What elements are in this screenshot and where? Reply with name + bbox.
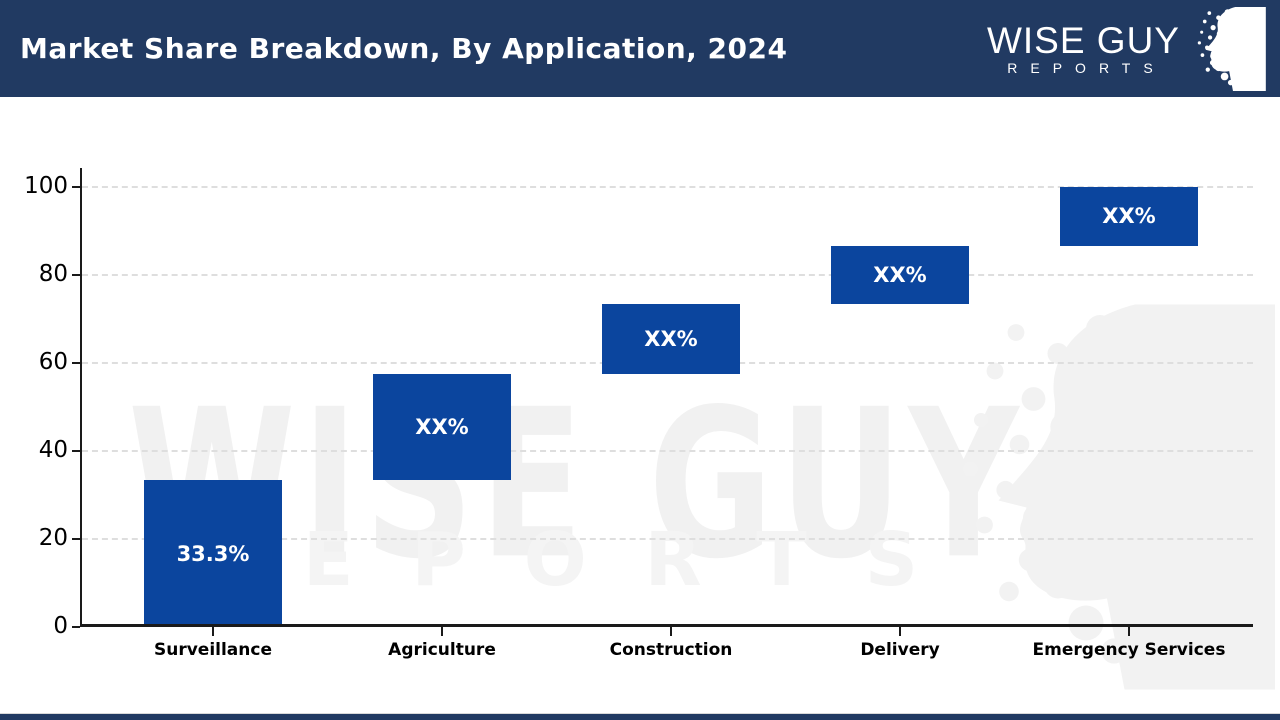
- logo-face-icon: [1197, 6, 1266, 91]
- bar-emergency-services: XX%: [1060, 187, 1198, 246]
- y-tick-mark: [72, 274, 80, 276]
- x-tick-label-construction: Construction: [609, 640, 733, 660]
- x-tick-mark: [441, 627, 443, 636]
- logo-subtext: REPORTS: [1007, 59, 1166, 76]
- x-tick-mark: [899, 627, 901, 636]
- bar-value-label: 33.3%: [176, 541, 250, 566]
- y-tick-label-80: 80: [38, 261, 68, 287]
- header: Market Share Breakdown, By Application, …: [0, 0, 1280, 97]
- x-tick-mark: [212, 627, 214, 636]
- y-tick-mark: [72, 362, 80, 364]
- y-axis-line: [80, 168, 82, 627]
- x-tick-mark: [1128, 627, 1130, 636]
- x-tick-label-agriculture: Agriculture: [388, 640, 496, 660]
- footer-hairline: [0, 713, 1280, 714]
- bar-agriculture: XX%: [373, 374, 511, 481]
- y-tick-mark: [72, 626, 80, 628]
- footer-strip: [0, 714, 1280, 720]
- logo-text: WISE GUY REPORTS: [986, 19, 1180, 76]
- bar-surveillance: 33.3%: [144, 480, 282, 627]
- y-tick-label-20: 20: [38, 525, 68, 551]
- logo-wordmark: WISE GUY: [986, 19, 1180, 61]
- bar-delivery: XX%: [831, 245, 969, 304]
- y-tick-mark: [72, 538, 80, 540]
- x-tick-mark: [670, 627, 672, 636]
- bar-value-label: XX%: [415, 415, 469, 440]
- bar-value-label: XX%: [1102, 204, 1156, 229]
- x-tick-label-surveillance: Surveillance: [153, 640, 272, 660]
- page-title: Market Share Breakdown, By Application, …: [20, 32, 788, 65]
- x-tick-label-delivery: Delivery: [860, 640, 940, 660]
- gridline-20: [82, 538, 1253, 540]
- bar-construction: XX%: [602, 303, 740, 374]
- watermark-subtext: REPORTS: [188, 517, 977, 603]
- x-axis-line: [80, 624, 1253, 627]
- bar-value-label: XX%: [873, 262, 927, 287]
- y-tick-mark: [72, 450, 80, 452]
- x-tick-label-emergency-services: Emergency Services: [1032, 640, 1226, 660]
- gridline-40: [82, 450, 1253, 452]
- bar-value-label: XX%: [644, 326, 698, 351]
- gridline-80: [82, 274, 1253, 276]
- y-tick-label-40: 40: [38, 437, 68, 463]
- logo: WISE GUY REPORTS: [986, 6, 1266, 91]
- plot-area: WISE GUY REPORTS 33.3% XX% XX% XX% XX% 0 20 40…: [0, 97, 1280, 714]
- y-tick-label-60: 60: [38, 349, 68, 375]
- y-tick-label-0: 0: [53, 613, 68, 639]
- gridline-100: [82, 186, 1253, 188]
- y-tick-label-100: 100: [24, 173, 68, 199]
- y-tick-mark: [72, 186, 80, 188]
